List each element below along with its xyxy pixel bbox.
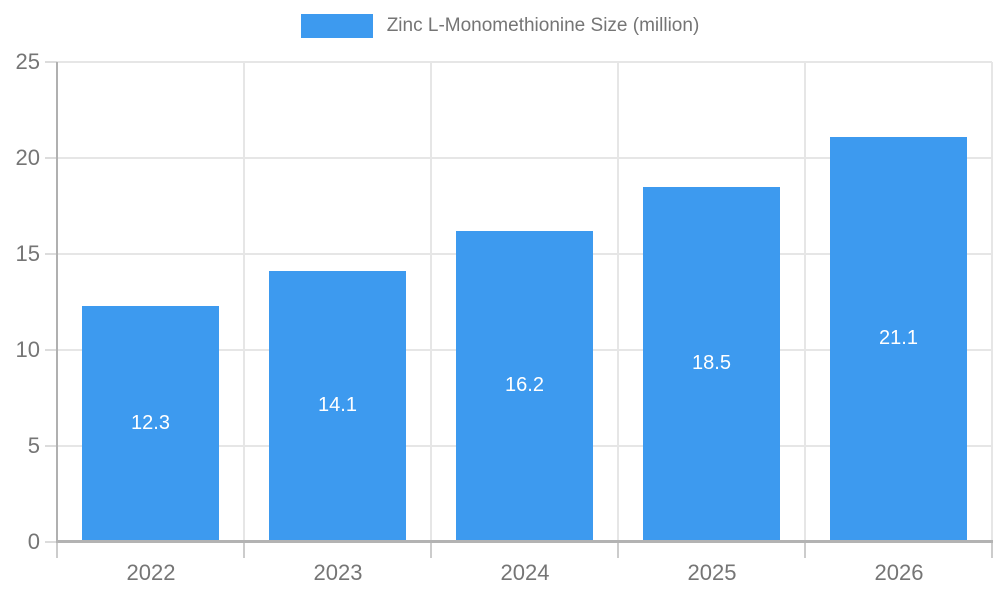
gridline-vertical [243,62,245,542]
y-axis-tick [45,445,57,447]
y-axis-label: 20 [15,145,40,170]
bar-text: 14.1 [318,394,357,416]
y-axis-tick [45,61,57,63]
y-axis-tick [45,157,57,159]
legend-swatch [300,14,373,38]
y-axis-label: 0 [27,529,40,554]
gridline-vertical [991,62,993,542]
bar: 18.5 [643,187,780,540]
bar-text: 18.5 [692,352,731,374]
bar-text: 21.1 [879,327,918,349]
x-axis-label: 2025 [687,560,737,585]
y-axis-tick [45,253,57,255]
bar: 16.2 [456,231,593,540]
y-axis-tick [45,541,57,543]
y-axis-label: 25 [15,49,40,74]
x-axis-label: 2024 [500,560,550,585]
y-axis-tick [45,349,57,351]
bar: 21.1 [830,137,967,540]
gridline-vertical [804,62,806,542]
x-axis-label: 2022 [126,560,176,585]
gridline-vertical [430,62,432,542]
bar-text: 12.3 [131,411,170,434]
x-axis-label: 2023 [313,560,363,585]
legend-label: Zinc L-Monomethionine Size (million) [386,15,700,36]
x-axis-tick [56,543,58,558]
x-axis-tick [804,543,806,558]
y-axis-label: 5 [27,433,40,458]
x-axis-tick [617,543,619,558]
gridline-horizontal [57,61,992,63]
y-axis-label: 15 [15,241,40,266]
gridline-horizontal [57,157,992,159]
x-axis-tick [430,543,432,558]
legend: Zinc L-Monomethionine Size (million) [0,14,1000,38]
y-axis-line [56,62,58,542]
x-axis-tick [991,543,993,558]
x-axis-line [56,540,993,543]
bar: 12.3 [82,306,219,540]
y-axis-label: 10 [15,337,40,362]
x-axis-label: 2026 [874,560,924,585]
bar: 14.1 [269,271,406,540]
x-axis-tick [243,543,245,558]
bar-text: 16.2 [505,374,544,396]
gridline-vertical [617,62,619,542]
